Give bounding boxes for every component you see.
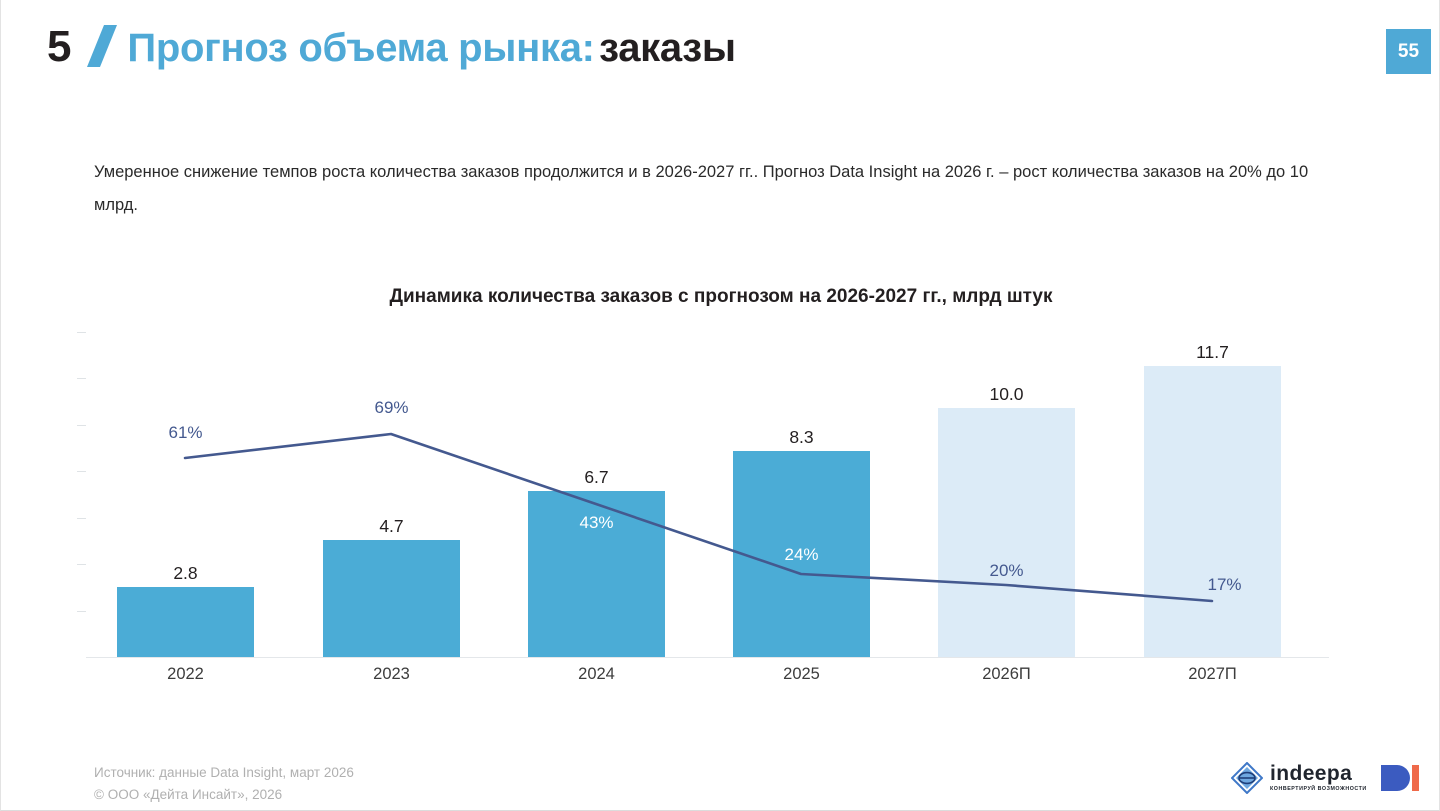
indeepa-logo-text: indeepa КОНВЕРТИРУЙ ВОЗМОЖНОСТИ bbox=[1270, 763, 1367, 793]
slash-icon bbox=[86, 25, 117, 67]
page-number-badge: 55 bbox=[1386, 29, 1431, 74]
x-label-2023: 2023 bbox=[373, 665, 410, 683]
growth-rate-line bbox=[183, 432, 1214, 603]
x-label-2027p: 2027П bbox=[1188, 665, 1237, 683]
bar-2022 bbox=[117, 587, 254, 657]
y-axis-tick bbox=[77, 425, 86, 426]
lede-paragraph: Умеренное снижение темпов роста количест… bbox=[94, 163, 1309, 214]
x-axis-baseline bbox=[86, 657, 1329, 658]
footer-source: Источник: данные Data Insight, март 2026 bbox=[94, 765, 354, 780]
indeepa-wordmark: indeepa bbox=[1270, 762, 1353, 785]
bar-value-2026p: 10.0 bbox=[989, 384, 1024, 404]
footer-logos: indeepa КОНВЕРТИРУЙ ВОЗМОЖНОСТИ bbox=[1231, 758, 1431, 800]
chart-title: Динамика количества заказов с прогнозом … bbox=[389, 286, 1053, 307]
y-axis-tick bbox=[77, 564, 86, 565]
y-axis-tick bbox=[77, 332, 86, 333]
bar-value-2022: 2.8 bbox=[173, 563, 198, 583]
growth-label-2026p: 20% bbox=[989, 561, 1024, 580]
bar-value-2025: 8.3 bbox=[789, 427, 814, 447]
x-label-2026p: 2026П bbox=[982, 665, 1031, 683]
x-label-2025: 2025 bbox=[783, 665, 820, 683]
bar-value-2024: 6.7 bbox=[584, 467, 609, 487]
chart-canvas: 2.8 4.7 6.7 8.3 10.0 11.7 61% 69% 43% 24… bbox=[71, 330, 1331, 690]
x-label-2022: 2022 bbox=[167, 665, 204, 683]
x-label-2024: 2024 bbox=[578, 665, 615, 683]
x-axis-labels: 2022 2023 2024 2025 2026П 2027П bbox=[71, 665, 1331, 697]
page-title-accent: Прогноз объема рынка: bbox=[127, 26, 595, 70]
y-axis-tick bbox=[77, 518, 86, 519]
growth-label-2027p: 17% bbox=[1207, 575, 1242, 594]
bar-2023 bbox=[323, 540, 460, 657]
y-axis-tick bbox=[77, 471, 86, 472]
page-title: 5 Прогноз объема рынка: заказы bbox=[47, 22, 736, 72]
indeepa-tagline: КОНВЕРТИРУЙ ВОЗМОЖНОСТИ bbox=[1270, 786, 1367, 792]
bar-2026p bbox=[938, 408, 1075, 657]
indeepa-diamond-icon bbox=[1231, 762, 1263, 794]
slide-header: 5 Прогноз объема рынка: заказы 55 bbox=[1, 0, 1439, 100]
bar-value-2023: 4.7 bbox=[379, 516, 404, 536]
bar-value-2027p: 11.7 bbox=[1196, 342, 1229, 362]
page-number-badge-label: 55 bbox=[1397, 40, 1420, 62]
y-axis-tick bbox=[77, 378, 86, 379]
y-axis-tick bbox=[77, 611, 86, 612]
growth-label-2022: 61% bbox=[168, 423, 203, 442]
di-logo-icon bbox=[1381, 765, 1419, 791]
growth-label-2025: 24% bbox=[784, 545, 819, 564]
page-title-plain: заказы bbox=[599, 26, 736, 70]
slide-number: 5 bbox=[47, 22, 72, 71]
bar-2027p bbox=[1144, 366, 1281, 657]
indeepa-logo: indeepa КОНВЕРТИРУЙ ВОЗМОЖНОСТИ bbox=[1231, 761, 1367, 795]
bar-2025 bbox=[733, 451, 870, 657]
chart-plot-area bbox=[71, 330, 1331, 690]
footer-copyright: © ООО «Дейта Инсайт», 2026 bbox=[94, 787, 283, 802]
growth-label-2024: 43% bbox=[579, 513, 614, 532]
footer-source-block: Источник: данные Data Insight, март 2026… bbox=[94, 762, 354, 806]
growth-label-2023: 69% bbox=[374, 398, 409, 417]
